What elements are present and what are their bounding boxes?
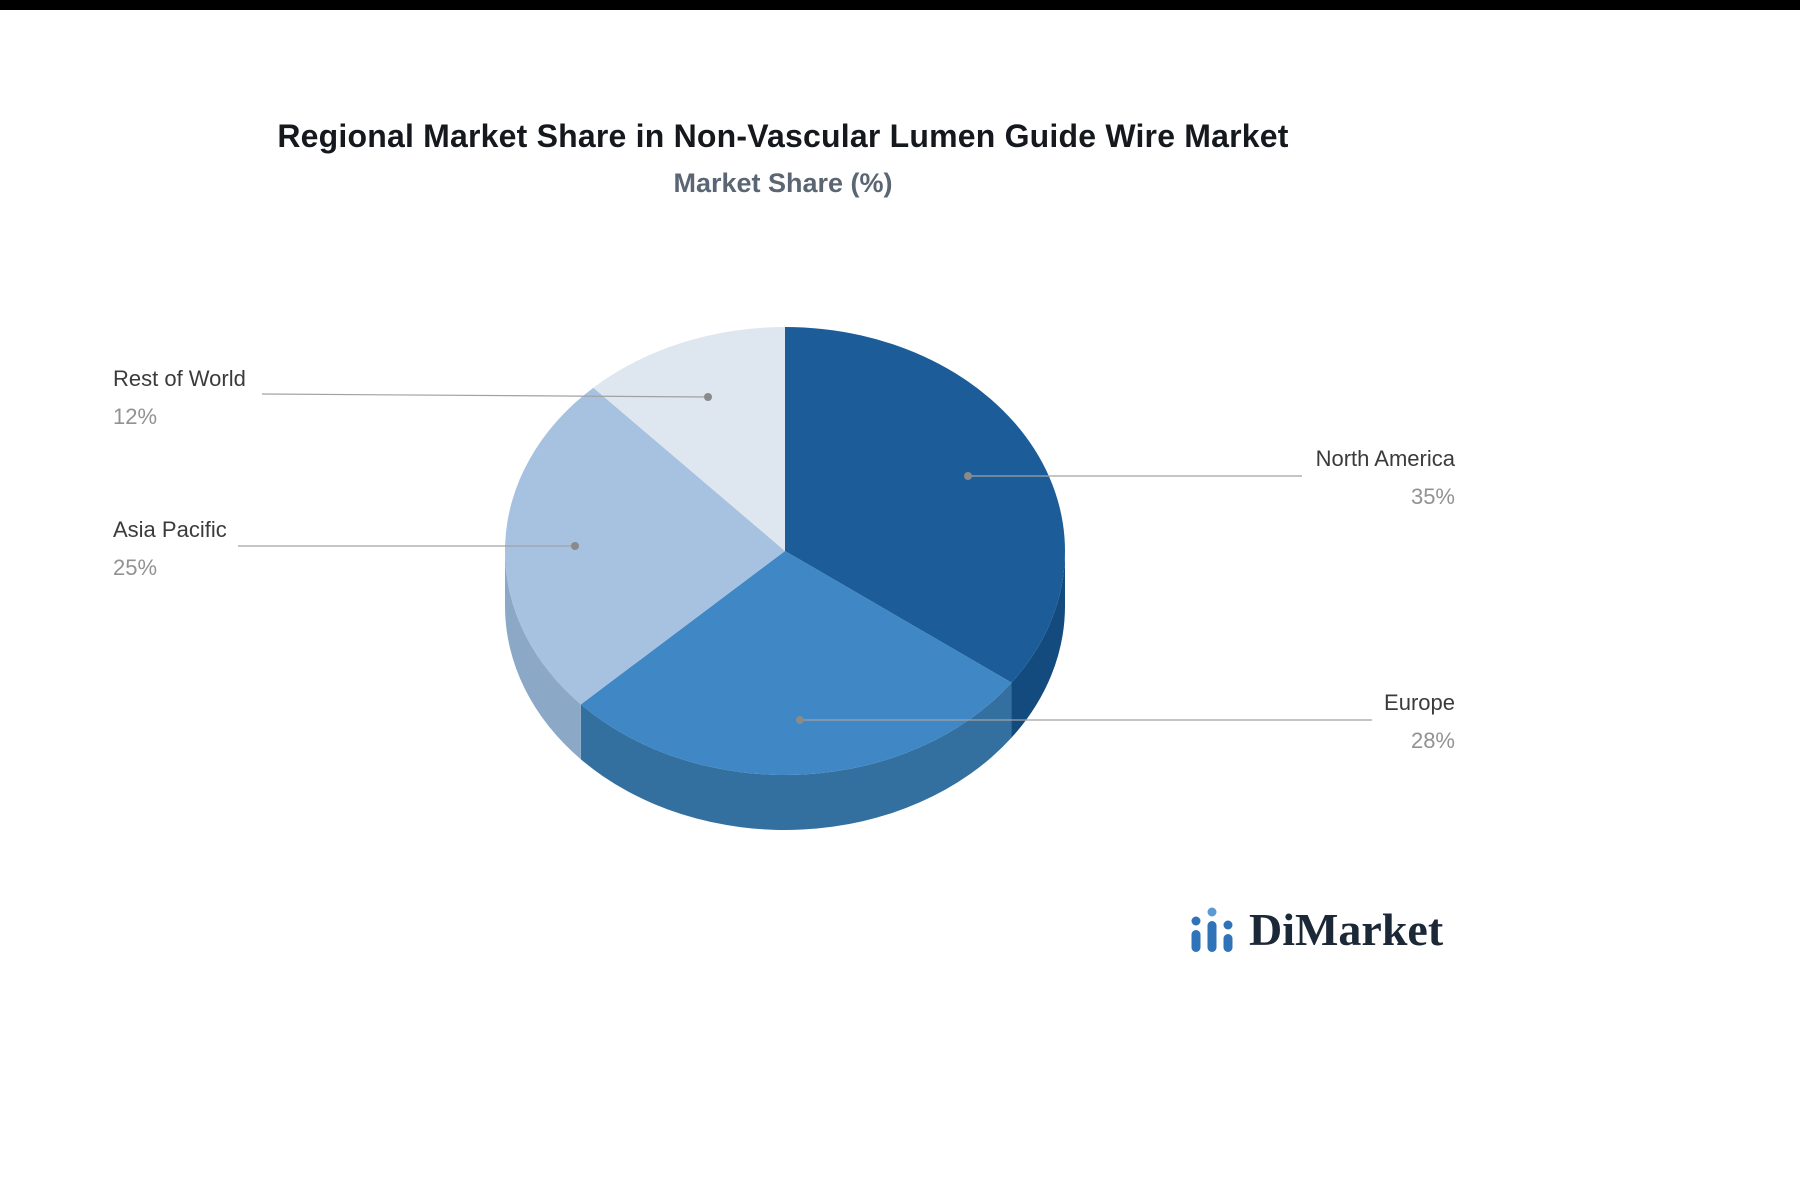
slice-label-name: Europe — [1384, 690, 1455, 715]
slice-label-name: Rest of World — [113, 366, 246, 391]
pie-slice-asia-pacific[interactable] — [505, 387, 785, 705]
leader-dot-rest-of-world — [704, 393, 712, 401]
leader-dot-north-america — [964, 472, 972, 480]
slice-label-name: North America — [1315, 446, 1455, 471]
slice-label-value: 25% — [113, 555, 158, 580]
pie-slice-side-europe — [580, 682, 1012, 831]
slice-label-value: 12% — [113, 404, 158, 429]
slice-label-value: 28% — [1410, 728, 1455, 753]
slice-label-europe: Europe 28% — [1384, 690, 1455, 754]
bar-chart-icon — [1191, 907, 1233, 952]
chart-subtitle: Market Share (%) — [673, 168, 893, 198]
logo-text: DiMarket — [1249, 904, 1444, 955]
pie-slice-north-america[interactable] — [785, 327, 1065, 683]
pie-slice-side-asia-pacific — [505, 551, 581, 760]
chart-title: Regional Market Share in Non-Vascular Lu… — [277, 118, 1289, 154]
pie-slice-side-north-america — [1011, 551, 1065, 738]
leader-dot-asia-pacific — [571, 542, 579, 550]
slice-label-value: 35% — [1410, 484, 1455, 509]
logo: DiMarket — [1186, 904, 1443, 956]
leader-line-rest-of-world — [261, 393, 709, 398]
pie-slice-rest-of-world[interactable] — [593, 327, 785, 551]
slice-label-north-america: North America 35% — [1316, 446, 1455, 510]
slice-label-name: Asia Pacific — [113, 517, 227, 542]
leader-dot-europe — [796, 716, 804, 724]
pie-slice-europe[interactable] — [580, 551, 1012, 776]
slice-label-asia-pacific: Asia Pacific 25% — [113, 517, 227, 581]
top-strip — [0, 0, 1800, 10]
slice-label-rest-of-world: Rest of World 12% — [113, 366, 246, 430]
